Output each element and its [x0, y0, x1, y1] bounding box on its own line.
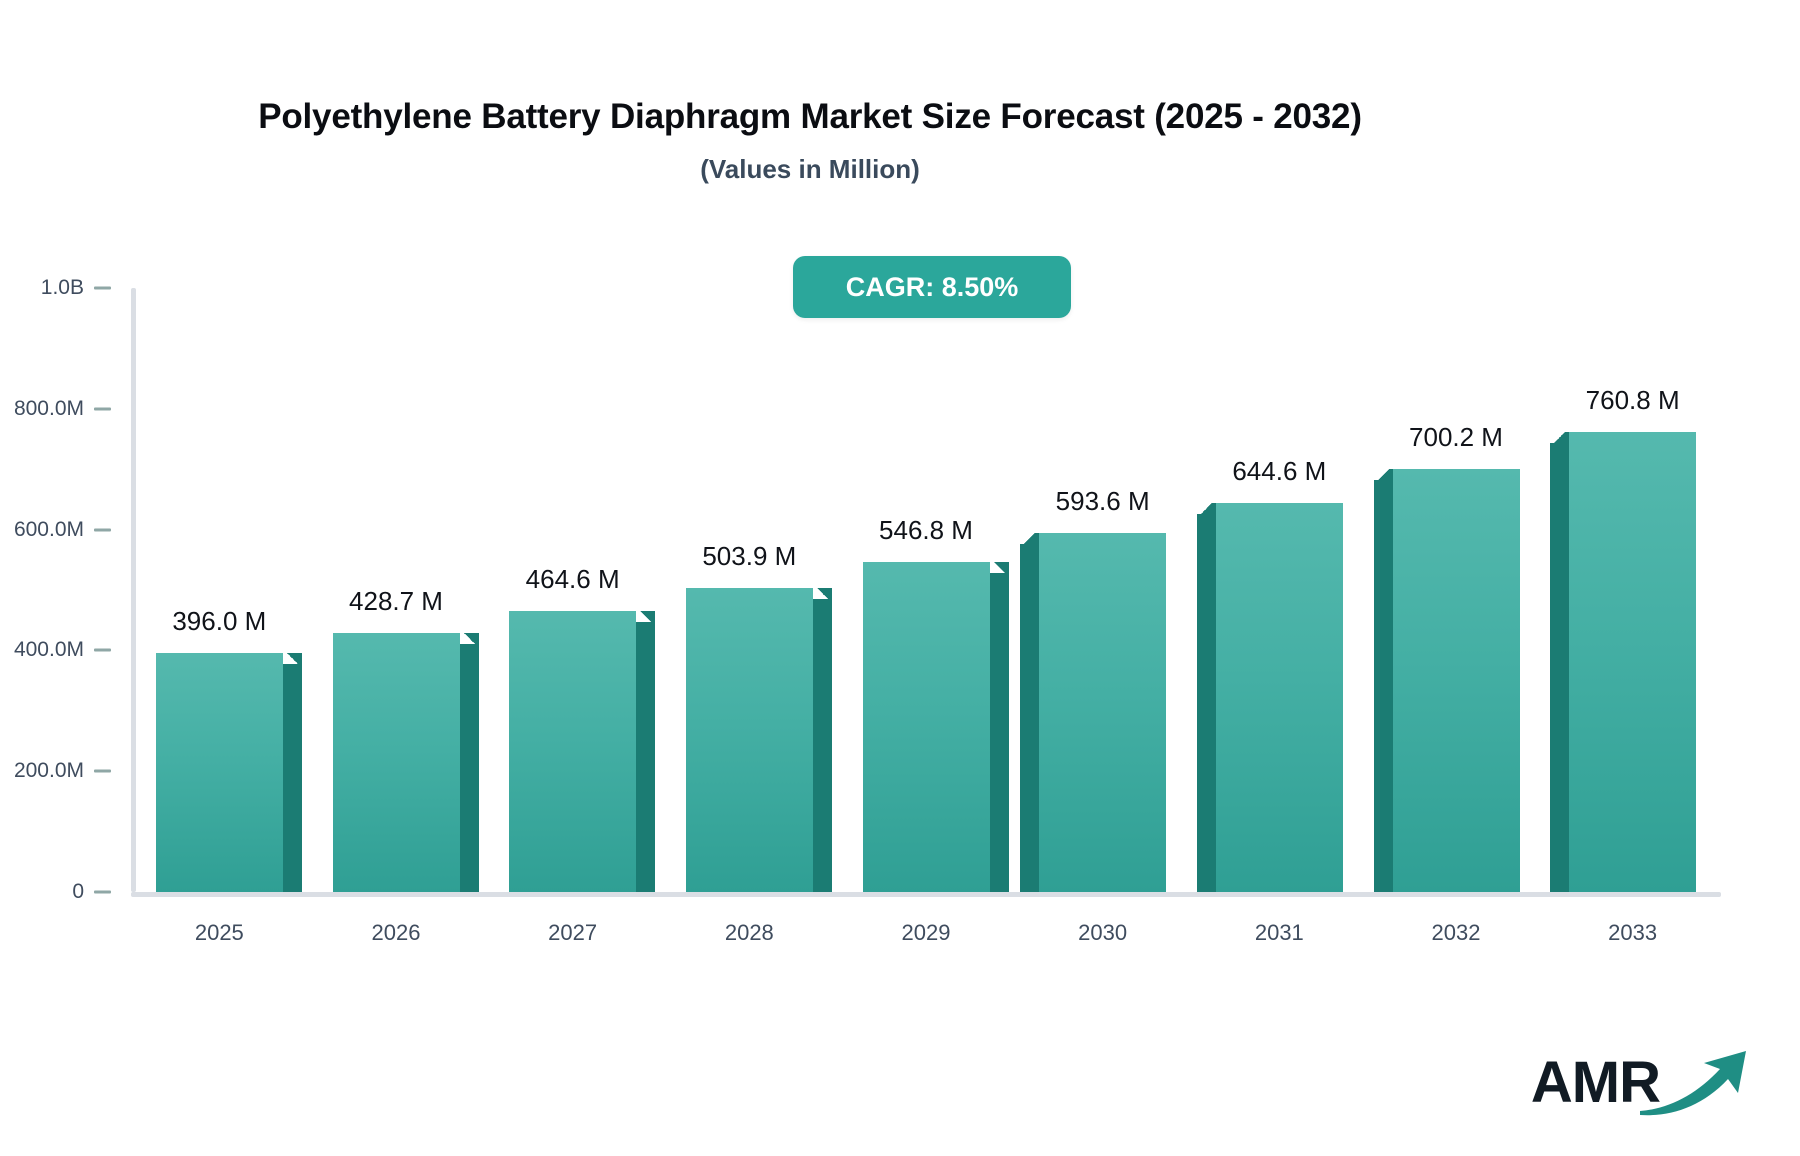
y-axis-tick-label: 600.0M: [13, 517, 84, 541]
x-axis-label-2030: 2030: [1078, 920, 1128, 945]
y-axis-tick-mark: [94, 528, 111, 532]
bar-2029[interactable]: 546.8 M: [862, 515, 1009, 892]
plot-area: 396.0 M 428.7 M 464.6 M 503.9 M 546.8 M 593.6…: [131, 288, 1721, 897]
bar-2026[interactable]: 428.7 M: [332, 586, 479, 892]
y-axis-line: [131, 288, 136, 892]
bar-front-face: [509, 611, 637, 892]
bar-side-face: [989, 572, 1009, 892]
bar-side-face: [812, 598, 832, 892]
bar-value-label: 760.8 M: [1585, 385, 1680, 416]
bar-side-face: [282, 663, 302, 892]
bar-top-bevel: [459, 633, 479, 645]
bar-top-bevel: [1373, 469, 1393, 481]
bar-2027[interactable]: 464.6 M: [509, 564, 656, 892]
bar-value-label: 700.2 M: [1409, 422, 1503, 453]
bar-front-face: [1569, 432, 1697, 892]
bar-2033[interactable]: 760.8 M: [1550, 385, 1697, 892]
bar-side-face: [1020, 544, 1040, 892]
y-axis-tick-label: 800.0M: [13, 396, 84, 420]
bar-top-bevel: [1196, 502, 1216, 514]
x-axis-label-2026: 2026: [371, 920, 421, 945]
bar-value-label: 546.8 M: [879, 514, 973, 545]
bar-front-face: [862, 561, 990, 892]
logo-text: AMR: [1530, 1049, 1661, 1115]
bar-front-face: [332, 633, 460, 892]
chart-header: Polyethylene Battery Diaphragm Market Si…: [0, 96, 1620, 185]
x-axis-label-2025: 2025: [194, 920, 244, 945]
bar-2031[interactable]: 644.6 M: [1196, 456, 1343, 892]
x-axis-line: [131, 892, 1721, 897]
y-axis-tick-label: 1.0B: [40, 276, 84, 299]
bar-value-label: 503.9 M: [702, 540, 797, 571]
bar-2025[interactable]: 396.0 M: [155, 606, 302, 892]
bar-side-face: [459, 644, 479, 892]
bar-value-label: 396.0 M: [172, 605, 267, 636]
chart-subtitle: (Values in Million): [700, 154, 920, 184]
x-axis-label-2029: 2029: [901, 920, 951, 945]
y-axis-tick-mark: [94, 286, 111, 290]
bar-top-bevel: [282, 652, 302, 664]
bar-front-face: [155, 652, 283, 892]
bar-2028[interactable]: 503.9 M: [685, 541, 832, 892]
y-axis-tick-label: 400.0M: [13, 638, 84, 662]
x-axis-label-2028: 2028: [724, 920, 774, 945]
bar-side-face: [1196, 513, 1216, 892]
bar-front-face: [1392, 469, 1520, 892]
y-axis-tick-label: 0: [72, 880, 84, 903]
bar-2030[interactable]: 593.6 M: [1020, 486, 1167, 892]
y-axis-tick-mark: [94, 407, 111, 411]
bar-value-label: 464.6 M: [525, 564, 620, 595]
bar-side-face: [1550, 443, 1570, 892]
amr-logo: AMR: [1531, 1047, 1754, 1118]
bar-front-face: [1215, 502, 1343, 892]
y-axis-tick-mark: [94, 648, 111, 652]
bar-value-label: 593.6 M: [1055, 486, 1150, 517]
bar-value-label: 644.6 M: [1232, 455, 1327, 486]
bar-2032[interactable]: 700.2 M: [1373, 422, 1520, 892]
x-axis-label-2027: 2027: [548, 920, 598, 945]
bar-side-face: [636, 622, 656, 892]
x-axis-label-2032: 2032: [1431, 920, 1481, 945]
y-axis-tick-mark: [94, 769, 111, 773]
x-axis-label-2033: 2033: [1608, 920, 1658, 945]
trending-up-arrow-icon: [1634, 1047, 1754, 1124]
bar-top-bevel: [636, 611, 656, 623]
bar-top-bevel: [812, 587, 832, 599]
bar-top-bevel: [989, 561, 1009, 573]
cagr-badge: CAGR: 8.50%: [793, 256, 1071, 318]
x-axis-label-2031: 2031: [1254, 920, 1304, 945]
bar-top-bevel: [1020, 533, 1040, 545]
chart-title: Polyethylene Battery Diaphragm Market Si…: [258, 97, 1362, 136]
bar-value-label: 428.7 M: [349, 586, 443, 617]
bar-top-bevel: [1550, 432, 1570, 444]
bar-front-face: [685, 587, 813, 892]
y-axis-tick-mark: [94, 890, 111, 894]
y-axis-tick-label: 200.0M: [13, 759, 84, 783]
bar-front-face: [1039, 533, 1167, 892]
bar-side-face: [1373, 480, 1393, 892]
bars-layer: 396.0 M 428.7 M 464.6 M 503.9 M 546.8 M 593.6…: [131, 288, 1721, 892]
